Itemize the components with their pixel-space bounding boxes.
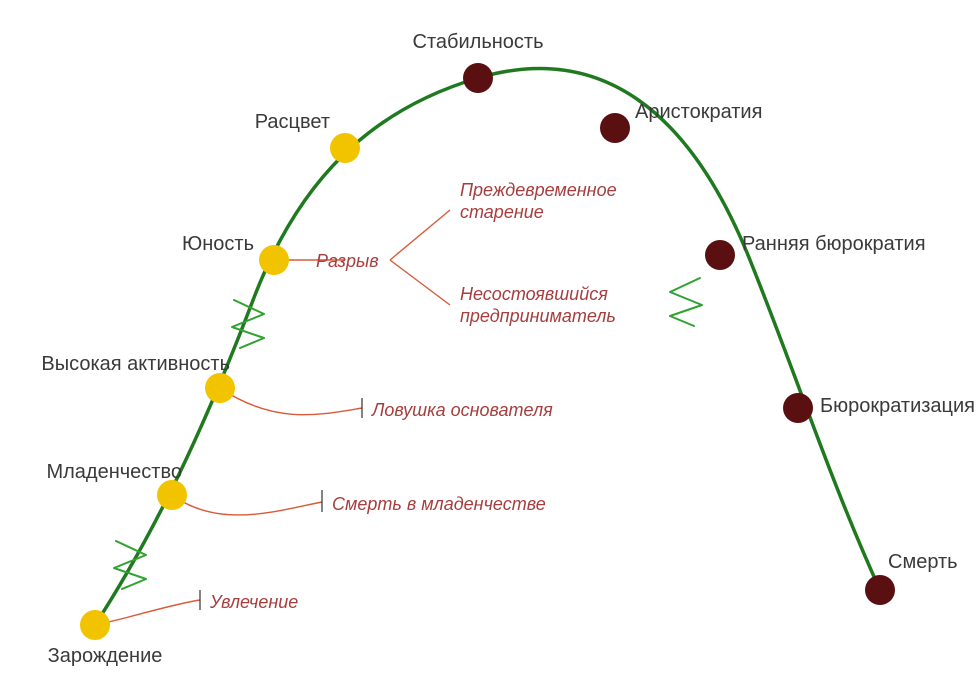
- divorce-lower-label-1: Несостоявшийся: [460, 284, 608, 304]
- trap-label-founder-trap: Ловушка основателя: [371, 400, 553, 420]
- label-layer: Увлечение Смерть в младенчестве Ловушка ос…: [41, 31, 975, 667]
- trap-arc-infant-death: [172, 495, 322, 515]
- trap-arc-founder-trap: [220, 388, 362, 415]
- stage-label-aristocracy: Аристократия: [635, 101, 762, 123]
- stage-point-stability: [463, 63, 493, 93]
- divorce-upper-label-2: старение: [460, 202, 544, 222]
- stage-point-prime: [330, 133, 360, 163]
- divorce-branch-line-1: [390, 260, 450, 305]
- trap-label-affair: Увлечение: [209, 592, 298, 612]
- divorce-branch-line-0: [390, 210, 450, 260]
- stage-label-adolescence: Юность: [182, 233, 254, 255]
- stage-point-early-bureau: [705, 240, 735, 270]
- lifecycle-diagram: Увлечение Смерть в младенчестве Ловушка ос…: [0, 0, 979, 697]
- stage-label-go-go: Высокая активность: [41, 353, 230, 375]
- stage-label-stability: Стабильность: [413, 31, 544, 53]
- trap-label-infant-death: Смерть в младенчестве: [332, 494, 546, 514]
- lifecycle-curve: [95, 69, 880, 625]
- trap-label-divorce: Разрыв: [316, 251, 379, 271]
- stage-point-adolescence: [259, 245, 289, 275]
- stage-label-death: Смерть: [888, 551, 958, 573]
- stage-point-go-go: [205, 373, 235, 403]
- stage-label-infancy: Младенчество: [46, 461, 182, 483]
- stage-point-birth: [80, 610, 110, 640]
- point-layer: [80, 63, 895, 640]
- trap-arc-affair: [95, 600, 200, 625]
- stage-point-aristocracy: [600, 113, 630, 143]
- stage-label-bureau: Бюрократизация: [820, 395, 975, 417]
- divorce-upper-label-1: Преждевременное: [460, 180, 617, 200]
- stage-point-bureau: [783, 393, 813, 423]
- stage-label-birth: Зарождение: [48, 645, 163, 667]
- stage-label-prime: Расцвет: [255, 111, 330, 133]
- stage-point-death: [865, 575, 895, 605]
- stage-label-early-bureau: Ранняя бюрократия: [742, 233, 926, 255]
- stage-point-infancy: [157, 480, 187, 510]
- zigzag-icon: [670, 278, 702, 326]
- divorce-lower-label-2: предприниматель: [460, 306, 616, 326]
- curve-layer: [95, 69, 880, 625]
